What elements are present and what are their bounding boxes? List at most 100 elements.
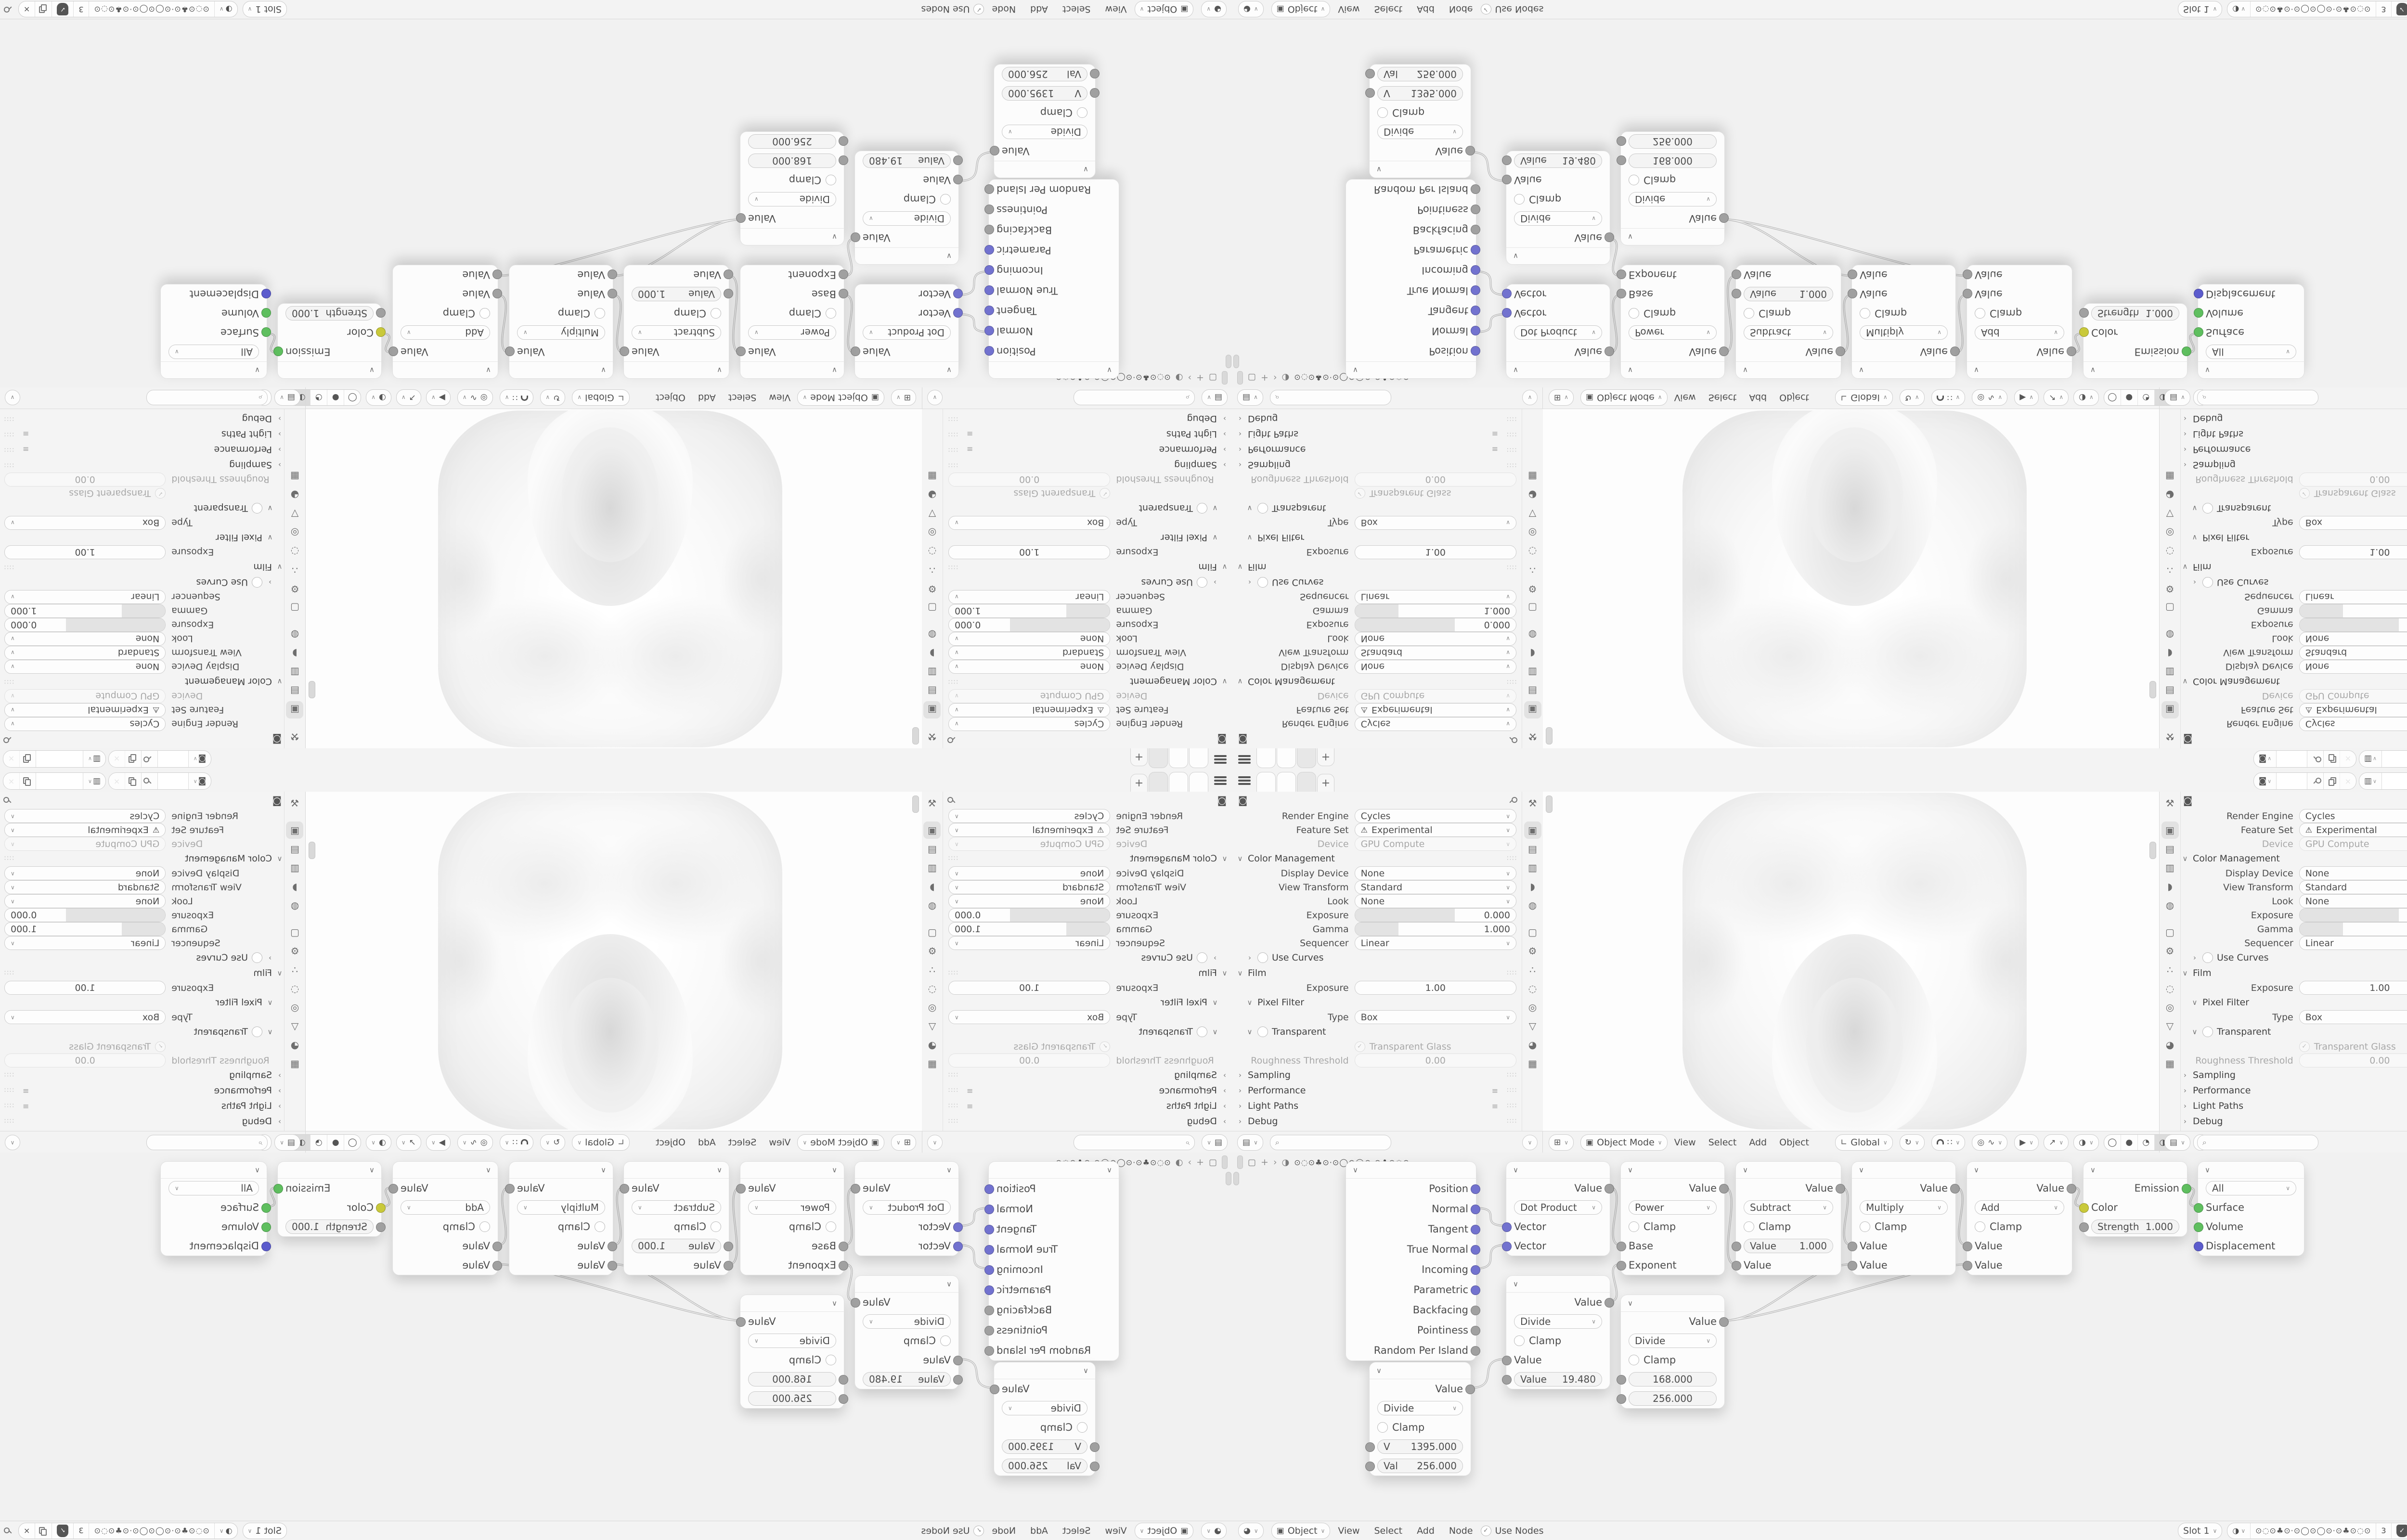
id-name-field[interactable] — [158, 773, 188, 789]
node-header[interactable]: ∨ — [509, 1162, 613, 1179]
node-operation-select[interactable]: Multiply ∨ — [517, 325, 605, 340]
node-operation-select[interactable]: Dot Product ∨ — [1514, 325, 1602, 340]
region-split-widget[interactable] — [912, 727, 919, 744]
properties-tab-output[interactable]: ▤ — [928, 843, 937, 855]
properties-tab-particles[interactable]: ∴ — [2167, 565, 2173, 576]
node-header[interactable]: ∨ — [1506, 1276, 1610, 1293]
properties-tab-object-data[interactable]: ▽ — [928, 1020, 936, 1032]
prop-select[interactable]: ⚠Experimental∨ — [1354, 823, 1516, 837]
properties-tab-world[interactable]: ◍ — [2165, 629, 2174, 641]
pin-button[interactable] — [2307, 751, 2323, 767]
prop-slider[interactable]: 1.000 — [4, 922, 166, 936]
clamp-checkbox[interactable]: Clamp — [1377, 1422, 1424, 1433]
collapse-button[interactable]: ∨ — [1522, 390, 1538, 406]
input-socket[interactable] — [1963, 270, 1972, 279]
input-socket[interactable] — [261, 1222, 271, 1232]
subsection-pixel-filter[interactable]: ∨ Pixel Filter — [944, 530, 1232, 545]
node-operation-select[interactable]: Divide ∨ — [863, 1314, 951, 1329]
checkbox-circle[interactable] — [1257, 952, 1268, 963]
prop-select[interactable]: None∨ — [1354, 660, 1516, 674]
clamp-checkbox[interactable]: Clamp — [904, 193, 951, 205]
prop-select[interactable]: None∨ — [4, 866, 166, 880]
node-header[interactable]: ∨ — [161, 361, 267, 378]
region-handle[interactable] — [1233, 1172, 1239, 1185]
node-header[interactable]: ∨ — [855, 247, 958, 264]
region-handle[interactable] — [1237, 1155, 1243, 1169]
users-count-badge[interactable]: 3 — [2376, 1, 2392, 17]
material-name-field[interactable]: ⊙◌⊙♣⊙·⊙◯⊙◯⊙·⊙♣⊙◌⊙ — [88, 1, 214, 17]
node-operation-select[interactable]: Divide ∨ — [1377, 125, 1463, 139]
menu-object[interactable]: Object — [1779, 392, 1809, 403]
properties-tab-material[interactable]: ◕ — [928, 1039, 937, 1051]
prop-select[interactable]: ⚠Experimental∨ — [1354, 703, 1516, 717]
properties-tab-material[interactable]: ◕ — [2165, 1039, 2174, 1051]
mode-selector[interactable]: ▣ Object Mode ∨ — [1580, 1134, 1668, 1151]
region-split-widget[interactable] — [2149, 681, 2156, 698]
input-socket[interactable] — [1732, 289, 1741, 298]
overlay-toggle-1[interactable]: ↗ ∨ — [2044, 389, 2069, 406]
output-socket[interactable] — [1471, 1245, 1480, 1255]
workspace-tab[interactable] — [1189, 772, 1208, 792]
checkbox-circle[interactable] — [1257, 1027, 1268, 1037]
copy-button[interactable] — [2323, 751, 2340, 767]
node-operation-select[interactable]: Dot Product ∨ — [863, 1200, 951, 1215]
node-divide-1[interactable]: ∨ Value Divide ∨ Clamp V 1395.000 Val 256.000 — [1365, 64, 1475, 178]
properties-tab-particles[interactable]: ∴ — [292, 565, 298, 576]
clamp-checkbox[interactable]: Clamp — [1514, 1335, 1561, 1347]
checkbox-circle[interactable] — [252, 503, 262, 513]
id-name-field[interactable] — [36, 751, 83, 767]
input-socket[interactable] — [1617, 1242, 1626, 1251]
output-socket[interactable] — [1719, 213, 1729, 223]
fake-user-button[interactable]: ✓ — [2392, 1523, 2407, 1539]
snapping-selector[interactable]: ∷ ∨ — [1931, 1134, 1966, 1151]
properties-search-field[interactable]: ⌕ — [2197, 1134, 2318, 1150]
add-workspace-button[interactable]: + — [1317, 774, 1334, 792]
prop-select[interactable]: Box∨ — [4, 1010, 166, 1024]
subsection-pixel-filter[interactable]: ∨ Pixel Filter — [0, 530, 287, 545]
input-socket[interactable] — [1090, 1442, 1100, 1452]
node-operation-select[interactable]: Subtract ∨ — [632, 1200, 721, 1215]
toggle-use-curves[interactable]: › Use Curves — [944, 575, 1232, 590]
properties-tab-scene[interactable]: ◗ — [2167, 648, 2173, 659]
properties-tab-particles[interactable]: ∴ — [292, 964, 298, 975]
properties-tab-view-layer[interactable]: ▥ — [1528, 862, 1537, 873]
properties-tab-output[interactable]: ▤ — [928, 685, 937, 697]
node-value-field[interactable]: Val 256.000 — [1377, 1459, 1463, 1473]
node-value-field[interactable]: Value 1.000 — [1744, 1239, 1833, 1253]
viewport-editor-type-button[interactable]: ⊞ ∨ — [891, 1134, 916, 1151]
section-color-management[interactable]: ∨Color Management∷∷ — [0, 674, 287, 689]
properties-tab-modifiers[interactable]: ⚙ — [2165, 583, 2174, 595]
node-operation-select[interactable]: Power ∨ — [748, 1200, 836, 1215]
workspace-tab[interactable] — [1189, 748, 1208, 768]
prop-select[interactable]: Box∨ — [948, 1010, 1111, 1024]
use-nodes-toggle[interactable]: ✓ Use Nodes — [1480, 1525, 1544, 1536]
input-socket[interactable] — [376, 327, 386, 337]
prop-select[interactable]: Cycles∨ — [2299, 717, 2407, 731]
clamp-checkbox[interactable]: Clamp — [789, 1354, 836, 1366]
pin-icon[interactable] — [6, 1527, 13, 1535]
menu-add[interactable]: Add — [1749, 392, 1767, 403]
clamp-checkbox[interactable]: Clamp — [1629, 308, 1676, 319]
node-power[interactable]: ∨ Value Power ∨ Clamp Base Exponent — [736, 1161, 848, 1275]
node-header[interactable]: ∨ — [1621, 1295, 1724, 1312]
transform-orientation-selector[interactable]: ∟ Global ∨ — [1835, 389, 1893, 406]
checkbox-circle[interactable]: ✓ — [155, 488, 166, 499]
unlink-button[interactable]: × — [19, 1523, 35, 1539]
properties-tab-world[interactable]: ◍ — [1528, 629, 1537, 641]
prop-select[interactable]: Standard∨ — [2299, 646, 2407, 660]
node-multiply[interactable]: ∨ Value Multiply ∨ Clamp Value Value — [1848, 265, 1960, 379]
prop-number-field[interactable]: 0.00 — [2299, 1053, 2407, 1067]
properties-tab-texture[interactable]: ▦ — [2165, 471, 2174, 482]
node-value-field[interactable]: 168.000 — [1629, 154, 1717, 168]
prop-select[interactable]: Standard∨ — [4, 880, 166, 894]
node-value-field[interactable]: Strength 1.000 — [285, 306, 374, 321]
properties-tab-world[interactable]: ◍ — [2165, 899, 2174, 911]
subsection-pixel-filter[interactable]: ∨ Pixel Filter — [1232, 530, 1521, 545]
clamp-checkbox[interactable]: Clamp — [1040, 1422, 1087, 1433]
section-film[interactable]: ∨Film∷∷ — [1232, 559, 1521, 575]
menu-view[interactable]: View — [1338, 1525, 1360, 1536]
input-socket[interactable] — [2079, 1222, 2089, 1232]
menu-object[interactable]: Object — [1779, 1137, 1809, 1148]
close-button[interactable]: × — [2340, 751, 2356, 767]
checkbox-circle[interactable] — [252, 577, 262, 588]
